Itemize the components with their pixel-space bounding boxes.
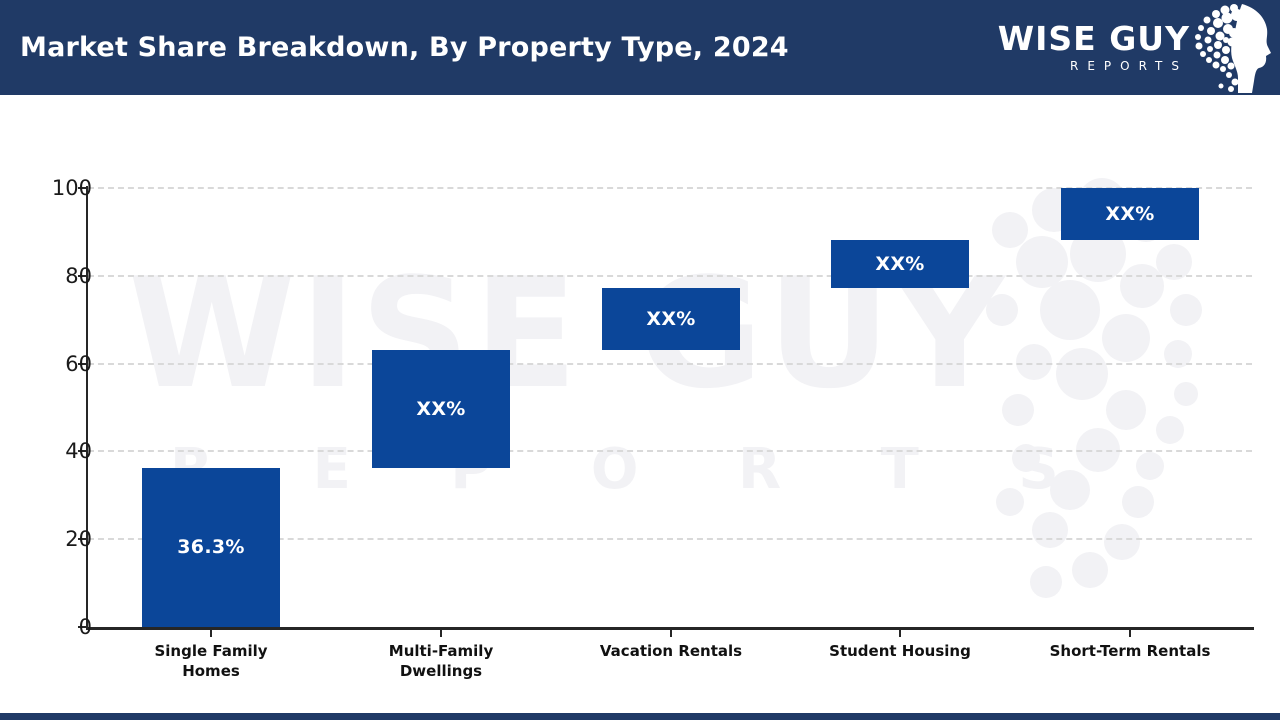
x-tick-mark [899, 630, 901, 637]
bar-segment: XX% [372, 350, 510, 468]
header-bar: Market Share Breakdown, By Property Type… [0, 0, 1280, 95]
logo-head-icon [1195, 3, 1271, 93]
bar-segment: XX% [602, 287, 740, 351]
x-category-label: Multi-Family Dwellings [388, 642, 494, 680]
gridline [88, 187, 1252, 189]
bar-value-label: XX% [875, 252, 925, 275]
x-category-label: Single Family Homes [154, 642, 268, 680]
bar-value-label: XX% [646, 308, 696, 331]
gridline [88, 274, 1252, 277]
y-tick-label: 80 [65, 263, 92, 288]
y-tick-mark [78, 187, 86, 189]
x-category-label: Short-Term Rentals [1049, 642, 1211, 660]
chart-title: Market Share Breakdown, By Property Type… [20, 32, 789, 63]
bar-value-label: XX% [416, 398, 466, 421]
y-tick-label: 0 [78, 615, 92, 639]
x-category-label: Student Housing [829, 642, 971, 660]
y-tick-mark [78, 450, 86, 453]
wise-guy-reports-logo: WISE GUY REPORTS [998, 2, 1280, 94]
logo-wordmark: WISE GUY [997, 19, 1190, 58]
logo-subtext: REPORTS [1069, 59, 1188, 73]
x-axis-line [86, 627, 1254, 630]
y-tick-label: 100 [51, 176, 92, 200]
x-tick-mark [440, 630, 442, 637]
bar-segment: XX% [831, 239, 969, 288]
y-tick-mark [78, 626, 86, 628]
gridline [88, 538, 1252, 541]
y-tick-label: 40 [65, 439, 92, 464]
x-category-label: Vacation Rentals [599, 642, 743, 660]
y-tick-mark [78, 274, 86, 277]
x-tick-mark [1129, 630, 1131, 637]
bar-segment: 36.3% [142, 467, 280, 627]
x-tick-mark [670, 630, 672, 637]
bar-segment: XX% [1061, 188, 1199, 240]
x-tick-mark [210, 630, 212, 637]
y-axis-line [86, 186, 88, 629]
y-tick-mark [78, 362, 86, 365]
gridline [88, 450, 1252, 453]
y-tick-label: 20 [65, 527, 92, 552]
bar-value-label: 36.3% [177, 536, 245, 559]
gridline [88, 362, 1252, 365]
y-tick-mark [78, 538, 86, 541]
footer-bar [0, 713, 1280, 720]
y-tick-label: 60 [65, 351, 92, 376]
bar-value-label: XX% [1105, 202, 1155, 225]
